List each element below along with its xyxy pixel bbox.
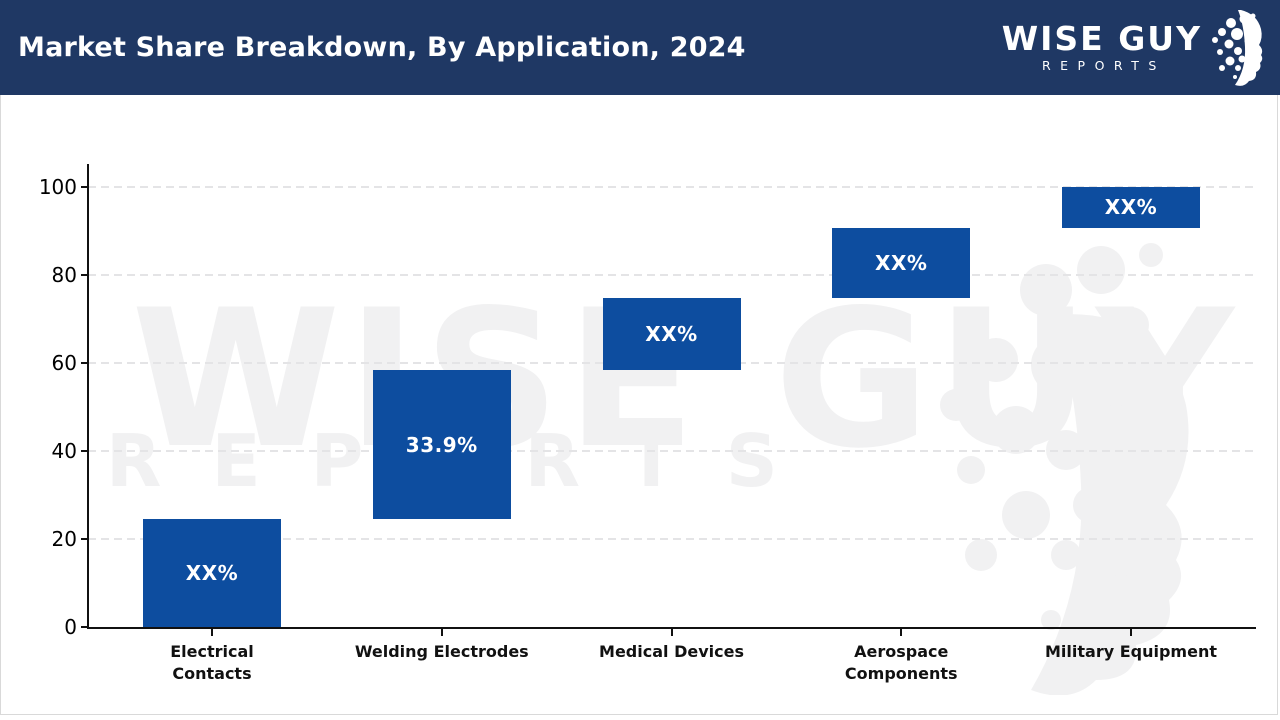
y-tick-label: 60 (51, 351, 77, 375)
x-axis-tick (211, 629, 213, 636)
bar-value-label: XX% (875, 250, 928, 275)
y-axis-tick (81, 186, 88, 188)
page-title: Market Share Breakdown, By Application, … (18, 32, 746, 63)
watermark-face-icon (940, 243, 1189, 695)
y-tick-label: 100 (38, 175, 77, 199)
gridline (88, 450, 1255, 452)
wiseguy-logo: WISE GUY REPORTS (1002, 7, 1266, 89)
wiseguy-face-icon (1212, 9, 1263, 86)
logo-subtext: REPORTS (1041, 58, 1166, 74)
header-bar: Market Share Breakdown, By Application, … (0, 0, 1280, 95)
x-axis-tick (670, 629, 673, 636)
y-axis-tick (81, 450, 88, 452)
bar: XX% (143, 519, 281, 627)
bar: 33.9% (372, 370, 511, 520)
bar-value-label: 33.9% (405, 432, 478, 457)
gridline (88, 274, 1255, 276)
x-axis-tick (440, 629, 443, 636)
bar: XX% (602, 297, 741, 371)
y-tick-label: 40 (51, 439, 77, 463)
gridline (88, 186, 1255, 188)
bar-value-label: XX% (645, 321, 698, 346)
logo-wordmark: WISE GUY (1001, 19, 1202, 59)
chart-canvas: WISE GUY REPORTS 020406080100XX%Electric… (0, 95, 1278, 715)
x-axis-tick (900, 629, 903, 636)
gridline (88, 538, 1255, 540)
y-tick-label: 0 (64, 615, 77, 639)
x-tick-label: Medical Devices (599, 642, 744, 661)
x-tick-label: Aerospace Components (844, 642, 958, 683)
y-axis-tick (81, 538, 88, 540)
x-tick-label: Welding Electrodes (354, 642, 529, 661)
bar-value-label: XX% (185, 561, 239, 586)
bar-value-label: XX% (1104, 195, 1158, 220)
x-tick-label: Electrical Contacts (170, 642, 254, 683)
y-axis-tick (81, 274, 88, 276)
bar: XX% (832, 227, 971, 298)
y-axis-tick (81, 626, 88, 628)
x-tick-label: Military Equipment (1045, 642, 1217, 661)
x-axis-line (87, 627, 1256, 629)
y-axis-tick (81, 362, 88, 364)
bar: XX% (1062, 187, 1200, 228)
y-tick-label: 20 (51, 527, 77, 551)
y-axis-line (87, 164, 89, 629)
y-tick-label: 80 (51, 263, 77, 287)
x-axis-tick (1130, 629, 1132, 636)
